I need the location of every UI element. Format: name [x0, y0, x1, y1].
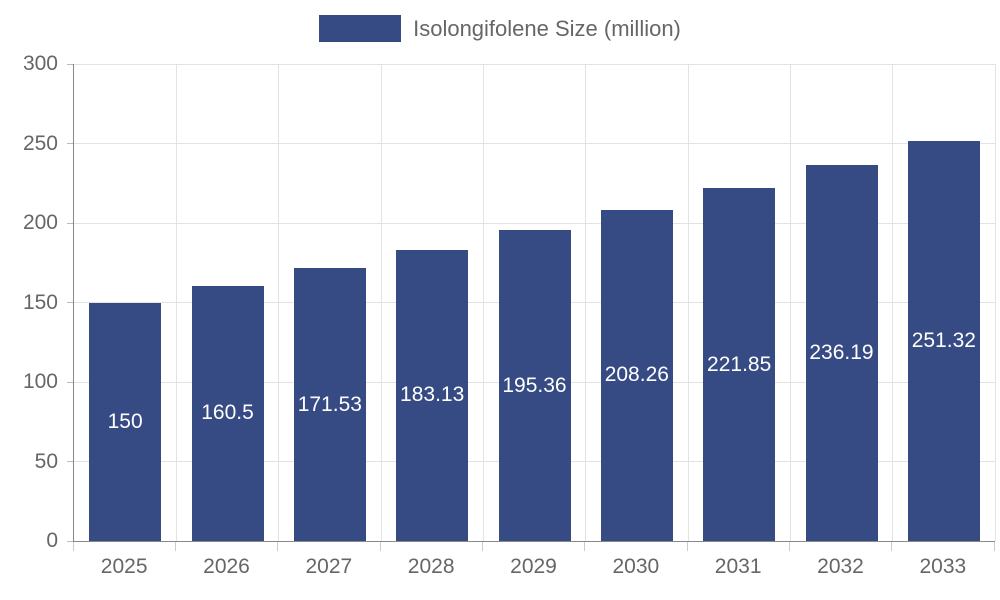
y-axis-tick-mark — [67, 143, 73, 144]
bar-value-label: 183.13 — [400, 383, 465, 407]
legend-item[interactable]: Isolongifolene Size (million) — [0, 15, 1000, 42]
bar-value-label: 160.5 — [201, 401, 254, 425]
x-axis-tick-mark — [379, 542, 381, 551]
x-axis-tick-label: 2025 — [100, 555, 148, 578]
bar-value-label: 236.19 — [809, 341, 874, 365]
bar: 150 — [89, 302, 162, 541]
y-axis-tick-label: 300 — [22, 52, 58, 75]
x-axis-tick-label: 2030 — [612, 555, 660, 578]
bar-value-label: 208.26 — [604, 363, 669, 387]
y-axis-tick-label: 200 — [22, 211, 58, 234]
x-axis-tick-mark — [891, 542, 893, 551]
bar-value-label: 251.32 — [911, 329, 976, 353]
x-axis-tick-mark — [686, 542, 688, 551]
horizontal-gridline — [74, 63, 995, 65]
y-axis-tick-label: 100 — [22, 370, 58, 393]
x-axis-tick-label: 2029 — [510, 555, 557, 578]
vertical-gridline — [482, 64, 484, 541]
plot-area: 150 160.5 171.53 183.13 195.36 208.26 221.85 23… — [73, 63, 996, 542]
x-axis-tick-mark — [788, 542, 790, 551]
y-axis-tick-label: 0 — [46, 529, 58, 552]
y-axis-tick-label: 250 — [22, 131, 58, 155]
y-axis-tick-label: 150 — [22, 290, 58, 314]
bar: 251.32 — [907, 141, 980, 541]
bar: 160.5 — [191, 285, 264, 541]
vertical-gridline — [380, 64, 382, 541]
x-axis-tick-label: 2027 — [305, 555, 353, 578]
x-axis-tick-mark — [481, 542, 483, 551]
horizontal-gridline — [74, 222, 995, 224]
x-axis-tick-mark — [72, 542, 74, 551]
x-axis-tick-mark — [993, 542, 995, 551]
x-axis-tick-mark — [584, 542, 586, 551]
x-axis-tick-label: 2031 — [714, 555, 762, 578]
bar-value-label: 171.53 — [297, 392, 362, 416]
x-axis-tick-label: 2032 — [817, 555, 864, 578]
bar: 195.36 — [498, 230, 571, 541]
legend-swatch — [319, 15, 402, 42]
bar: 171.53 — [293, 268, 366, 541]
y-axis-tick-mark — [67, 381, 73, 383]
vertical-gridline — [175, 64, 177, 541]
bar: 183.13 — [396, 249, 469, 541]
vertical-gridline — [994, 64, 996, 541]
vertical-gridline — [278, 64, 280, 541]
x-axis-tick-mark — [277, 542, 279, 551]
y-axis-tick-mark — [67, 540, 73, 542]
y-axis-tick-mark — [67, 222, 73, 224]
x-axis-tick-label: 2026 — [203, 555, 250, 578]
x-axis-tick-mark — [174, 542, 176, 551]
vertical-gridline — [687, 64, 689, 541]
bar: 208.26 — [600, 209, 673, 541]
bar-value-label: 195.36 — [502, 373, 567, 397]
y-axis-tick-mark — [67, 63, 73, 65]
legend-label: Isolongifolene Size (million) — [413, 16, 681, 41]
bar-value-label: 221.85 — [707, 352, 772, 376]
vertical-gridline — [585, 64, 587, 541]
vertical-gridline — [789, 64, 791, 541]
bar: 221.85 — [703, 188, 776, 541]
y-axis-tick-label: 50 — [34, 449, 58, 473]
vertical-gridline — [892, 64, 894, 541]
horizontal-gridline — [74, 143, 995, 144]
bar: 236.19 — [805, 165, 878, 541]
y-axis-tick-mark — [67, 302, 73, 303]
bar-value-label: 150 — [107, 409, 143, 433]
x-axis-tick-label: 2028 — [407, 555, 455, 578]
x-axis-tick-label: 2033 — [919, 555, 967, 578]
y-axis-tick-mark — [67, 461, 73, 462]
